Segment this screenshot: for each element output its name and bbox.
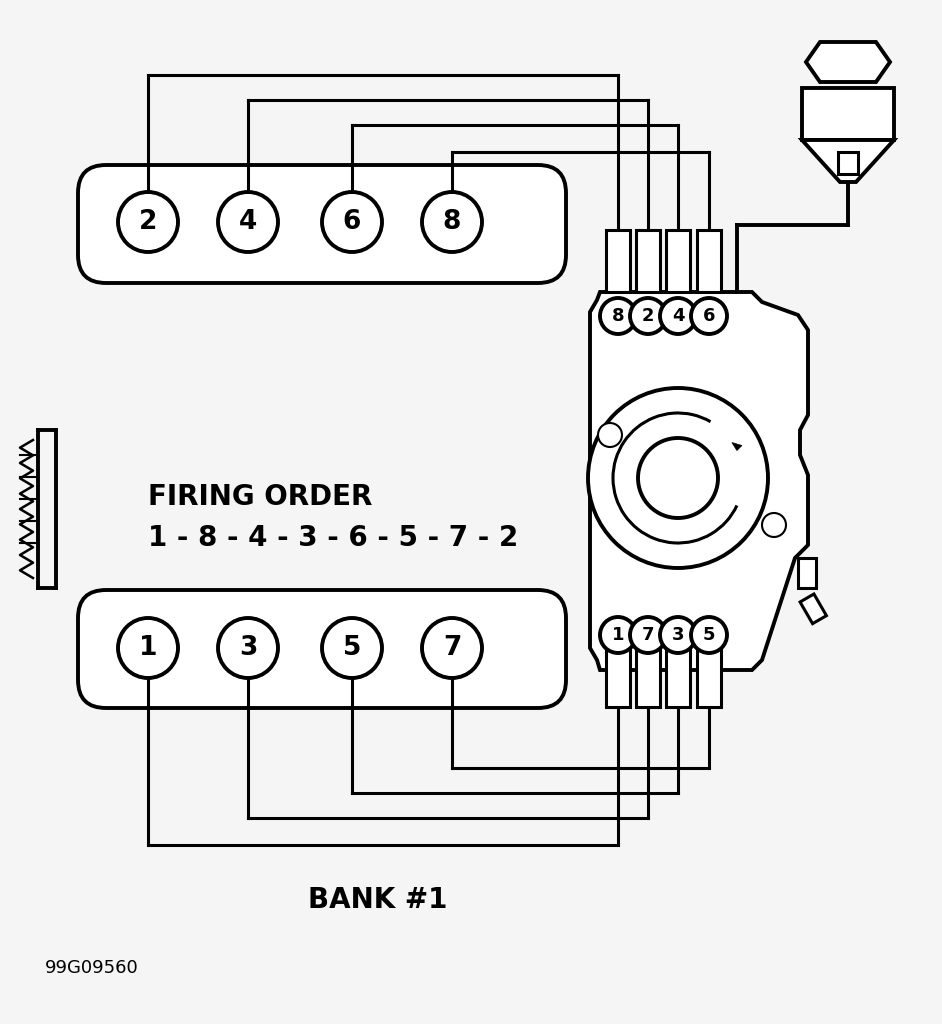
Text: BANK #1: BANK #1 (308, 886, 447, 914)
Text: 2: 2 (138, 209, 157, 234)
Text: 6: 6 (703, 307, 715, 325)
Bar (798, 558, 816, 588)
Circle shape (660, 617, 696, 653)
Text: 4: 4 (239, 209, 257, 234)
Text: FIRING ORDER: FIRING ORDER (148, 483, 372, 511)
Text: 4: 4 (672, 307, 684, 325)
Bar (606, 230, 630, 292)
Bar (606, 645, 630, 707)
Text: 99G09560: 99G09560 (45, 959, 138, 977)
Circle shape (638, 438, 718, 518)
Text: 8: 8 (443, 209, 462, 234)
Bar (666, 230, 690, 292)
Circle shape (218, 193, 278, 252)
Circle shape (600, 617, 636, 653)
Text: 7: 7 (642, 626, 655, 644)
Bar (697, 645, 721, 707)
Circle shape (630, 298, 666, 334)
Circle shape (691, 298, 727, 334)
Circle shape (588, 388, 768, 568)
Polygon shape (802, 140, 894, 182)
FancyBboxPatch shape (78, 165, 566, 283)
Circle shape (118, 193, 178, 252)
Bar (697, 230, 721, 292)
Bar (800, 594, 826, 624)
Text: 2: 2 (642, 307, 655, 325)
Circle shape (322, 193, 382, 252)
Text: 6: 6 (343, 209, 361, 234)
Polygon shape (590, 292, 808, 670)
Bar (636, 230, 660, 292)
Text: 3: 3 (239, 635, 257, 662)
Polygon shape (732, 442, 742, 451)
Circle shape (600, 298, 636, 334)
Circle shape (598, 423, 622, 447)
Circle shape (118, 618, 178, 678)
Text: 5: 5 (343, 635, 361, 662)
Circle shape (660, 298, 696, 334)
Text: 3: 3 (672, 626, 684, 644)
Text: 8: 8 (611, 307, 625, 325)
Circle shape (422, 618, 482, 678)
Circle shape (762, 513, 786, 537)
Bar (802, 88, 894, 140)
Text: 1: 1 (611, 626, 625, 644)
Text: 7: 7 (443, 635, 462, 662)
Text: 1 - 8 - 4 - 3 - 6 - 5 - 7 - 2: 1 - 8 - 4 - 3 - 6 - 5 - 7 - 2 (148, 524, 518, 552)
Circle shape (630, 617, 666, 653)
Circle shape (218, 618, 278, 678)
Circle shape (322, 618, 382, 678)
Text: 1: 1 (138, 635, 157, 662)
FancyBboxPatch shape (78, 590, 566, 708)
Circle shape (691, 617, 727, 653)
Bar (666, 645, 690, 707)
Text: 5: 5 (703, 626, 715, 644)
Circle shape (422, 193, 482, 252)
Bar (838, 152, 858, 174)
Bar (636, 645, 660, 707)
Polygon shape (806, 42, 890, 82)
